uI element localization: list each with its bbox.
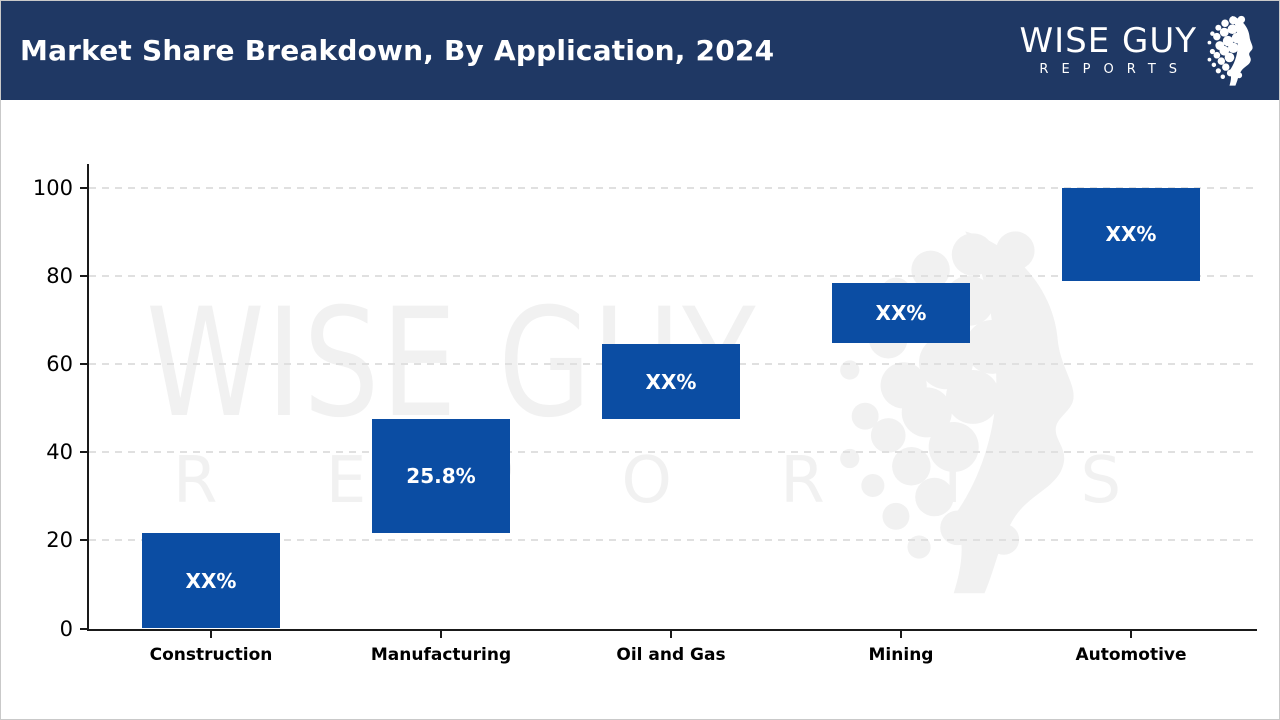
bar xyxy=(142,533,280,629)
wiseguy-logo: WISE GUY REPORTS xyxy=(1019,11,1254,89)
y-tick xyxy=(80,627,89,630)
y-tick xyxy=(80,451,89,454)
y-tick-label: 20 xyxy=(46,528,73,553)
y-tick-label: 60 xyxy=(46,351,73,376)
gridline xyxy=(89,274,1257,277)
x-tick xyxy=(1130,630,1132,638)
wiseguy-head-icon xyxy=(1207,15,1253,86)
y-tick xyxy=(80,539,89,542)
bar-label: XX% xyxy=(185,568,237,593)
y-tick-label: 0 xyxy=(59,616,73,641)
bar xyxy=(372,419,510,533)
gridline xyxy=(89,539,1257,542)
logo-text: WISE GUY REPORTS xyxy=(1019,24,1197,77)
y-tick-label: 80 xyxy=(46,263,73,288)
bar-label: XX% xyxy=(1105,222,1157,247)
x-tick xyxy=(210,630,212,638)
bar-label: XX% xyxy=(875,300,927,325)
x-tick-label: Manufacturing xyxy=(370,644,512,665)
x-tick xyxy=(670,630,672,638)
gridline xyxy=(89,451,1257,454)
page-title: Market Share Breakdown, By Application, … xyxy=(20,33,775,67)
y-tick-label: 40 xyxy=(46,440,73,465)
y-axis xyxy=(87,164,89,631)
y-tick-label: 100 xyxy=(32,175,73,200)
x-tick-label: Automotive xyxy=(1075,644,1187,665)
x-tick-label: Mining xyxy=(868,644,934,665)
x-tick xyxy=(900,630,902,638)
x-axis xyxy=(87,628,1257,631)
bar-label: XX% xyxy=(645,369,697,394)
bar-label: 25.8% xyxy=(406,463,476,488)
y-tick xyxy=(80,186,89,189)
chart-area: WISE GUY R E P O R T S 0 20 40 60 80 100 XX% Co… xyxy=(1,101,1279,719)
header-bar: Market Share Breakdown, By Application, … xyxy=(1,1,1279,100)
x-tick xyxy=(440,630,442,638)
y-tick xyxy=(80,362,89,365)
bar xyxy=(1062,187,1200,282)
x-tick-label: Oil and Gas xyxy=(616,644,726,665)
plot: 0 20 40 60 80 100 XX% Construction 25.8% Manufact… xyxy=(1,101,1279,719)
bar xyxy=(602,343,740,420)
y-tick xyxy=(80,274,89,277)
gridline xyxy=(89,186,1257,189)
logo-brand-text: WISE GUY xyxy=(1019,20,1197,61)
x-tick-label: Construction xyxy=(149,644,273,665)
logo-sub-text: REPORTS xyxy=(1039,61,1191,77)
